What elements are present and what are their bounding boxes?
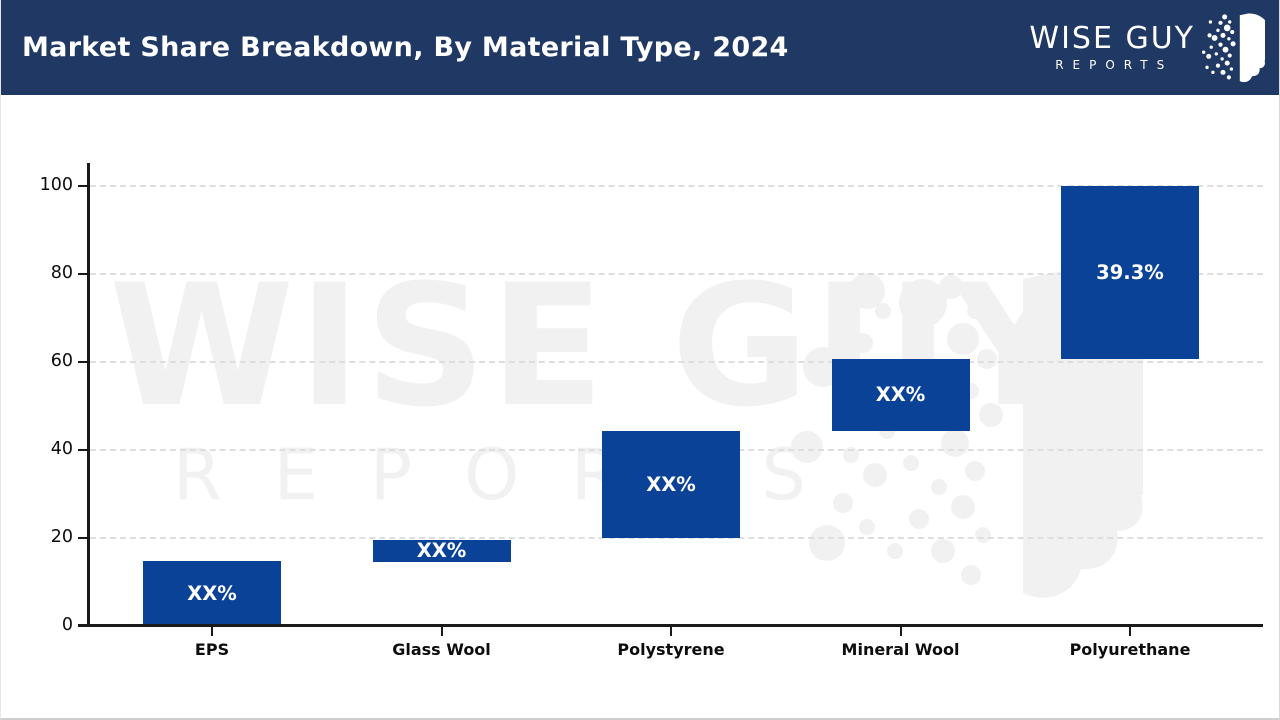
y-axis-line	[87, 163, 90, 626]
bar-glass-wool: XX%	[372, 539, 511, 562]
y-tick-100	[78, 185, 89, 187]
x-tick-eps	[211, 627, 213, 636]
y-tick-label-0: 0	[61, 615, 73, 635]
gridline-100	[90, 185, 1263, 187]
gridline-80	[90, 273, 1263, 275]
gridline-60	[90, 361, 1263, 363]
bar-value-label-eps: XX%	[187, 581, 237, 605]
bar-polyurethane: 39.3%	[1061, 186, 1199, 359]
y-tick-60	[78, 361, 89, 363]
bar-polystyrene: XX%	[602, 431, 740, 539]
bar-eps: XX%	[143, 560, 281, 626]
header: Market Share Breakdown, By Material Type…	[1, 0, 1279, 95]
y-tick-label-20: 20	[50, 527, 73, 547]
x-category-label-polyurethane: Polyurethane	[1069, 640, 1191, 659]
y-tick-40	[78, 449, 89, 451]
x-category-label-mineral-wool: Mineral Wool	[841, 640, 960, 659]
x-category-label-eps: EPS	[194, 640, 230, 659]
y-tick-label-40: 40	[50, 439, 73, 459]
logo-wordmark: WISE GUY REPORTS	[1029, 20, 1195, 72]
x-tick-polystyrene	[670, 627, 672, 636]
x-tick-glass-wool	[440, 627, 443, 636]
y-tick-label-80: 80	[50, 263, 73, 283]
x-category-label-glass-wool: Glass Wool	[392, 640, 491, 659]
wiseguy-logo: WISE GUY REPORTS	[1029, 5, 1265, 91]
logo-face-icon	[1202, 13, 1265, 82]
bar-value-label-mineral-wool: XX%	[875, 383, 926, 407]
x-axis-line	[78, 624, 1263, 627]
logo-line1: WISE GUY	[1029, 20, 1195, 56]
plot-area: WISE GUY REPORTS 0 20 40 60 80 100 XX% EPS XX	[1, 95, 1279, 718]
page-title: Market Share Breakdown, By Material Type…	[22, 32, 789, 63]
bar-value-label-polyurethane: 39.3%	[1096, 260, 1164, 284]
bar-value-label-polystyrene: XX%	[646, 473, 696, 496]
y-tick-label-100: 100	[39, 175, 73, 195]
y-tick-20	[78, 537, 89, 539]
bar-mineral-wool: XX%	[831, 358, 970, 432]
logo-line2: REPORTS	[1055, 57, 1174, 72]
y-tick-label-60: 60	[50, 351, 73, 371]
x-tick-mineral-wool	[899, 627, 902, 636]
y-tick-80	[78, 273, 89, 275]
x-category-label-polystyrene: Polystyrene	[617, 640, 725, 659]
x-tick-polyurethane	[1129, 627, 1131, 636]
bar-value-label-glass-wool: XX%	[416, 539, 467, 562]
y-tick-0	[78, 625, 89, 627]
